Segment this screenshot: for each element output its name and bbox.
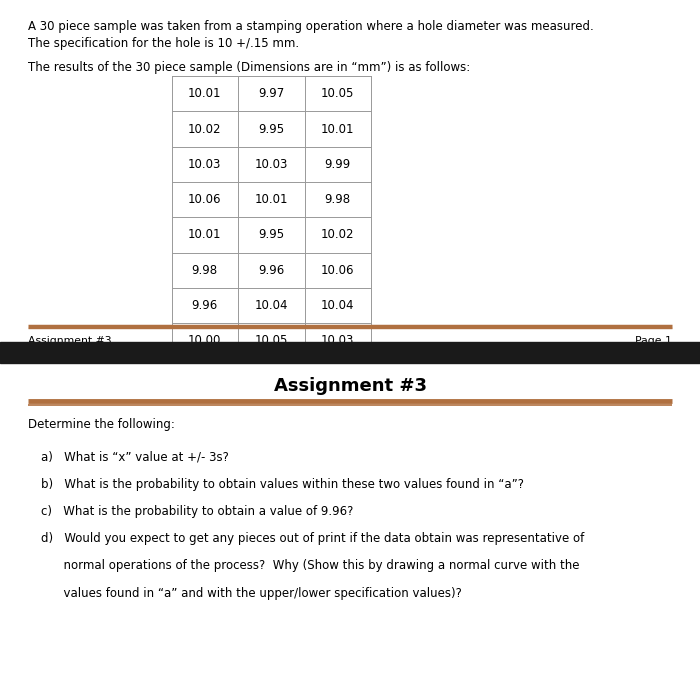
Text: 10.03: 10.03: [188, 158, 221, 171]
Text: 9.97: 9.97: [258, 87, 284, 100]
Text: 9.95: 9.95: [258, 228, 284, 242]
Bar: [0, 363, 700, 679]
Text: normal operations of the process?  Why (Show this by drawing a normal curve with: normal operations of the process? Why (S…: [41, 559, 579, 572]
Text: 10.05: 10.05: [255, 334, 288, 348]
Text: 10.03: 10.03: [321, 334, 354, 348]
Text: 10.04: 10.04: [321, 299, 354, 312]
Text: 9.95: 9.95: [258, 122, 284, 136]
Text: 9.99: 9.99: [325, 158, 351, 171]
Text: a)   What is “x” value at +/- 3s?: a) What is “x” value at +/- 3s?: [41, 451, 228, 464]
Text: c)   What is the probability to obtain a value of 9.96?: c) What is the probability to obtain a v…: [41, 505, 353, 518]
Text: 10.06: 10.06: [321, 263, 354, 277]
Text: 10.01: 10.01: [255, 193, 288, 206]
Text: 10.03: 10.03: [255, 158, 288, 171]
Text: 10.06: 10.06: [188, 193, 221, 206]
Text: values found in “a” and with the upper/lower specification values)?: values found in “a” and with the upper/l…: [41, 587, 461, 600]
Text: b)   What is the probability to obtain values within these two values found in “: b) What is the probability to obtain val…: [41, 478, 524, 491]
Text: 9.96: 9.96: [258, 263, 284, 277]
Text: 10.02: 10.02: [188, 122, 221, 136]
Text: Assignment #3: Assignment #3: [274, 377, 426, 395]
Text: 9.98: 9.98: [325, 193, 351, 206]
Text: 9.96: 9.96: [192, 299, 218, 312]
Text: 10.04: 10.04: [255, 299, 288, 312]
Text: 10.00: 10.00: [188, 334, 221, 348]
Text: 10.05: 10.05: [321, 87, 354, 100]
Bar: [0, 342, 700, 363]
Text: 9.98: 9.98: [258, 405, 284, 418]
Text: Assignment #3: Assignment #3: [28, 336, 111, 346]
Text: 9.97: 9.97: [258, 369, 284, 383]
Text: d)   Would you expect to get any pieces out of print if the data obtain was repr: d) Would you expect to get any pieces ou…: [41, 532, 584, 545]
Text: The specification for the hole is 10 +/.15 mm.: The specification for the hole is 10 +/.…: [28, 37, 299, 50]
Text: 10.03: 10.03: [321, 405, 354, 418]
Text: 10.01: 10.01: [188, 228, 221, 242]
Bar: [0, 0, 700, 336]
Text: Determine the following:: Determine the following:: [28, 418, 175, 431]
Text: A 30 piece sample was taken from a stamping operation where a hole diameter was : A 30 piece sample was taken from a stamp…: [28, 20, 594, 33]
Text: Page 1: Page 1: [635, 336, 672, 346]
Text: 10.02: 10.02: [188, 369, 221, 383]
Text: 9.98: 9.98: [192, 405, 218, 418]
Text: 10.01: 10.01: [321, 122, 354, 136]
Text: 10.02: 10.02: [321, 228, 354, 242]
Text: 10.05: 10.05: [321, 369, 354, 383]
Text: 10.01: 10.01: [188, 87, 221, 100]
Text: 9.98: 9.98: [192, 263, 218, 277]
Text: The results of the 30 piece sample (Dimensions are in “mm”) is as follows:: The results of the 30 piece sample (Dime…: [28, 61, 470, 74]
